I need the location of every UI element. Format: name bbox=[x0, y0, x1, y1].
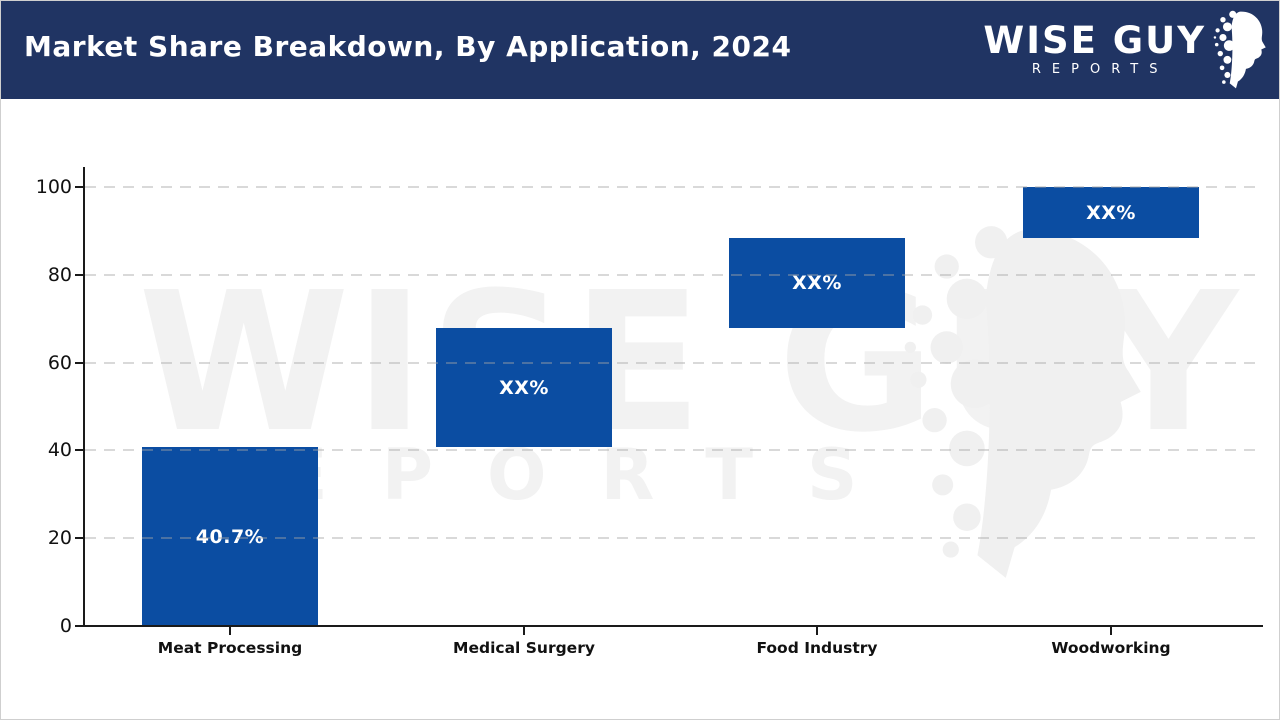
y-tick-label: 60 bbox=[47, 351, 72, 374]
gridline bbox=[85, 449, 1262, 452]
bar-segment: XX% bbox=[729, 238, 905, 328]
y-tick-mark bbox=[75, 186, 83, 188]
watermark-dot-head-icon bbox=[904, 226, 1141, 578]
y-tick-mark bbox=[75, 449, 83, 452]
bar-segment: XX% bbox=[1023, 187, 1199, 239]
y-tick-label: 20 bbox=[47, 527, 72, 550]
bar-value-label: XX% bbox=[499, 376, 549, 399]
dot-head-logo-icon bbox=[1213, 10, 1266, 88]
gridline bbox=[85, 537, 1262, 540]
gridline bbox=[85, 361, 1262, 364]
x-tick-mark bbox=[1110, 627, 1112, 635]
x-tick-mark bbox=[523, 627, 525, 635]
y-tick-mark bbox=[75, 273, 83, 276]
category-label: Medical Surgery bbox=[453, 639, 595, 657]
y-tick-mark bbox=[75, 361, 83, 364]
x-axis-line bbox=[83, 625, 1263, 627]
header-bar: Market Share Breakdown, By Application, … bbox=[0, 0, 1280, 99]
y-tick-mark bbox=[75, 537, 83, 540]
y-tick-label: 0 bbox=[59, 615, 72, 637]
bar-segment: XX% bbox=[436, 327, 612, 448]
logo-text: WISE GUY REPORTS bbox=[983, 22, 1206, 77]
x-tick-mark bbox=[816, 627, 818, 635]
page-title: Market Share Breakdown, By Application, … bbox=[24, 30, 792, 63]
logo-wordmark: WISE GUY bbox=[983, 19, 1206, 62]
wiseguy-logo: WISE GUY REPORTS bbox=[983, 9, 1270, 91]
bar-value-label: 40.7% bbox=[195, 525, 265, 548]
category-label: Woodworking bbox=[1051, 639, 1171, 657]
y-tick-mark bbox=[75, 625, 83, 627]
y-tick-label: 100 bbox=[35, 176, 72, 198]
y-axis-line bbox=[83, 167, 85, 627]
y-tick-label: 40 bbox=[47, 439, 72, 462]
bar-value-label: XX% bbox=[1086, 201, 1136, 224]
bar-segment: 40.7% bbox=[142, 447, 318, 626]
y-tick-label: 80 bbox=[47, 263, 72, 286]
logo-subtitle: REPORTS bbox=[1031, 62, 1169, 77]
x-tick-mark bbox=[229, 627, 231, 635]
gridline bbox=[85, 186, 1262, 188]
bar-value-label: XX% bbox=[792, 272, 842, 295]
gridline bbox=[85, 273, 1262, 276]
category-label: Meat Processing bbox=[157, 639, 303, 657]
category-label: Food Industry bbox=[756, 639, 878, 657]
